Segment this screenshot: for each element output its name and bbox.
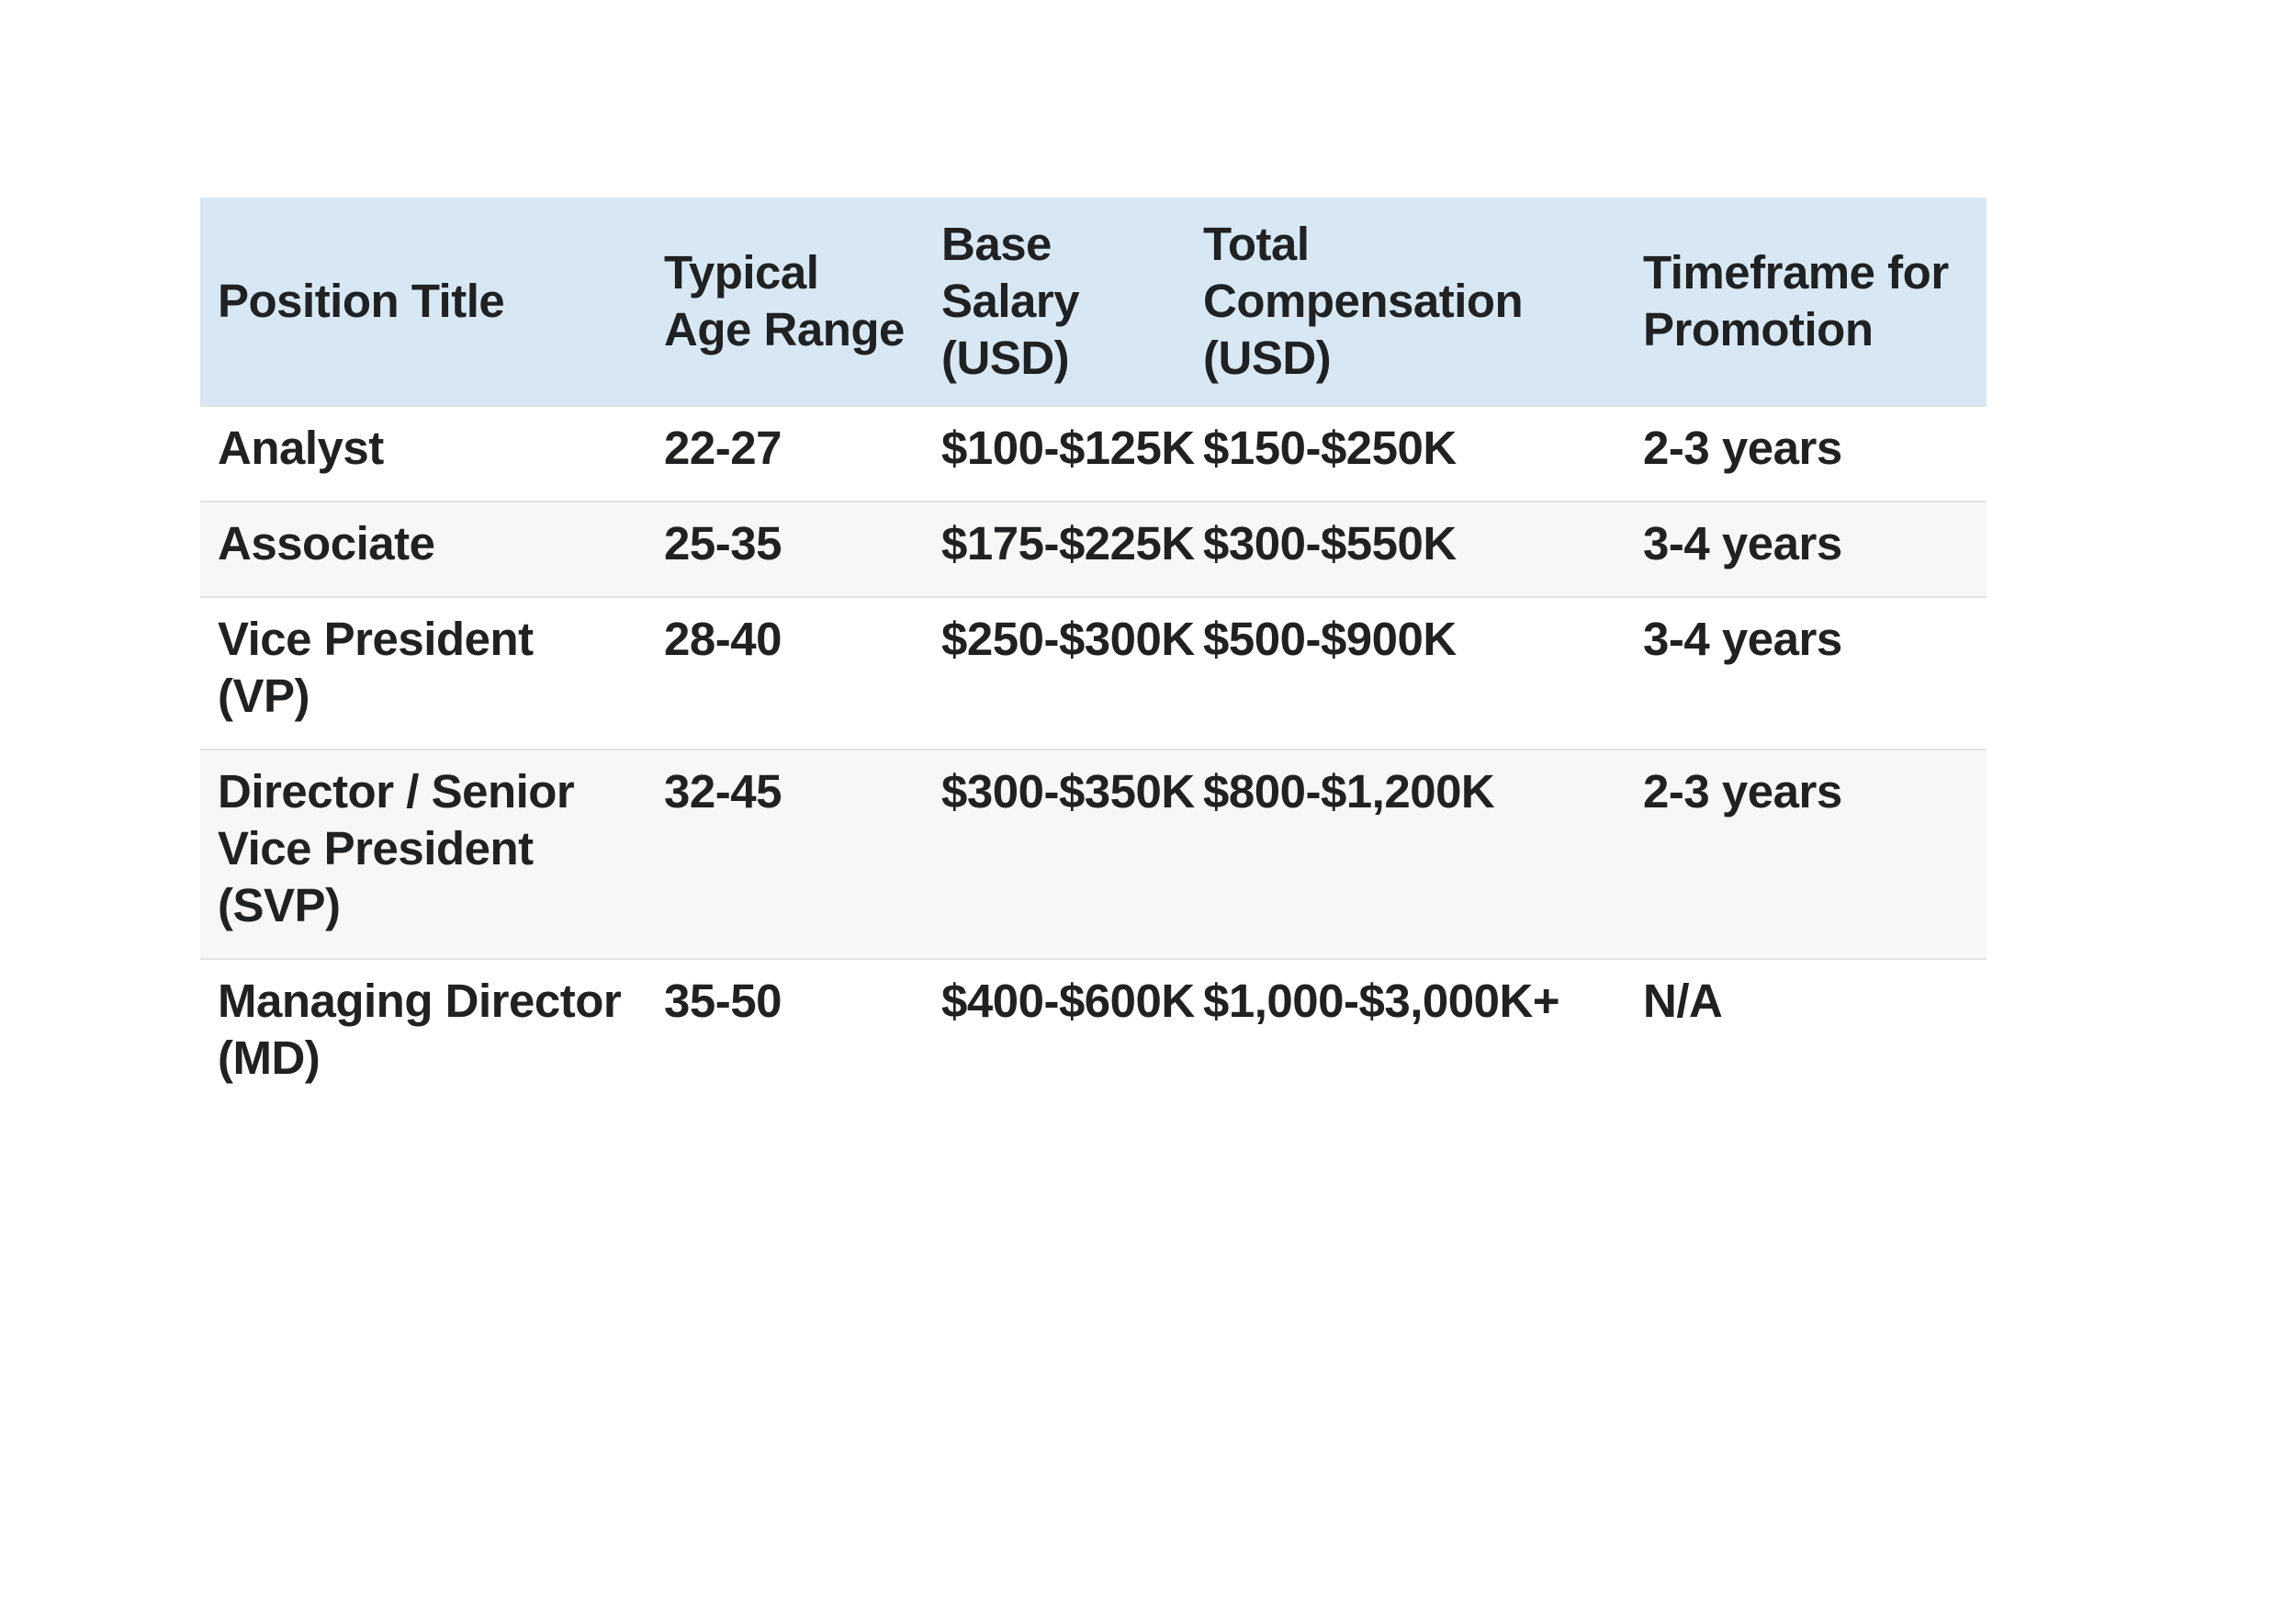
cell-promotion: 2-3 years: [1626, 406, 1986, 502]
cell-position: Associate: [200, 501, 647, 597]
cell-base-salary: $250-$300K: [924, 596, 1195, 750]
cell-total-comp: $500-$900K: [1186, 596, 1626, 750]
cell-age-range: 28-40: [647, 596, 924, 750]
column-header-promotion-timeframe: Timeframe for Promotion: [1626, 197, 1986, 407]
column-header-age-range: Typical Age Range: [647, 197, 924, 407]
cell-position: Managing Director (MD): [200, 958, 647, 1111]
header-row: Position Title Typical Age Range Base Sa…: [200, 197, 1986, 407]
cell-base-salary: $175-$225K: [924, 501, 1195, 597]
cell-age-range: 32-45: [647, 749, 924, 959]
cell-base-salary: $400-$600K: [924, 958, 1195, 1111]
cell-base-salary: $100-$125K: [924, 406, 1195, 502]
cell-base-salary: $300-$350K: [924, 749, 1195, 959]
cell-age-range: 25-35: [647, 501, 924, 597]
table-row-associate: Associate 25-35 $175-$225K $300-$550K 3-…: [200, 501, 1986, 597]
cell-promotion: 3-4 years: [1626, 501, 1986, 597]
cell-promotion: N/A: [1626, 958, 1986, 1111]
column-header-base-salary: Base Salary (USD): [924, 197, 1186, 407]
compensation-table-container: Position Title Typical Age Range Base Sa…: [200, 197, 1986, 1111]
column-header-total-compensation: Total Compensation (USD): [1186, 197, 1626, 407]
cell-age-range: 35-50: [647, 958, 924, 1111]
cell-age-range: 22-27: [647, 406, 924, 502]
table-header: Position Title Typical Age Range Base Sa…: [200, 197, 1986, 407]
cell-position: Analyst: [200, 406, 647, 502]
cell-total-comp: $800-$1,200K: [1186, 749, 1626, 959]
cell-position: Director / Senior Vice President (SVP): [200, 749, 647, 959]
table-row-managing-director: Managing Director (MD) 35-50 $400-$600K …: [200, 958, 1986, 1111]
cell-promotion: 3-4 years: [1626, 596, 1986, 750]
table-body: Analyst 22-27 $100-$125K $150-$250K 2-3 …: [200, 406, 1986, 1111]
cell-promotion: 2-3 years: [1626, 749, 1986, 959]
cell-total-comp: $150-$250K: [1186, 406, 1626, 502]
cell-total-comp: $1,000-$3,000K+: [1186, 958, 1626, 1111]
column-header-position-title: Position Title: [200, 197, 647, 407]
cell-position: Vice President (VP): [200, 596, 647, 750]
table-row-analyst: Analyst 22-27 $100-$125K $150-$250K 2-3 …: [200, 406, 1986, 502]
table-row-director-svp: Director / Senior Vice President (SVP) 3…: [200, 749, 1986, 959]
table-row-vice-president: Vice President (VP) 28-40 $250-$300K $50…: [200, 596, 1986, 750]
compensation-table: Position Title Typical Age Range Base Sa…: [200, 197, 1986, 1111]
cell-total-comp: $300-$550K: [1186, 501, 1626, 597]
